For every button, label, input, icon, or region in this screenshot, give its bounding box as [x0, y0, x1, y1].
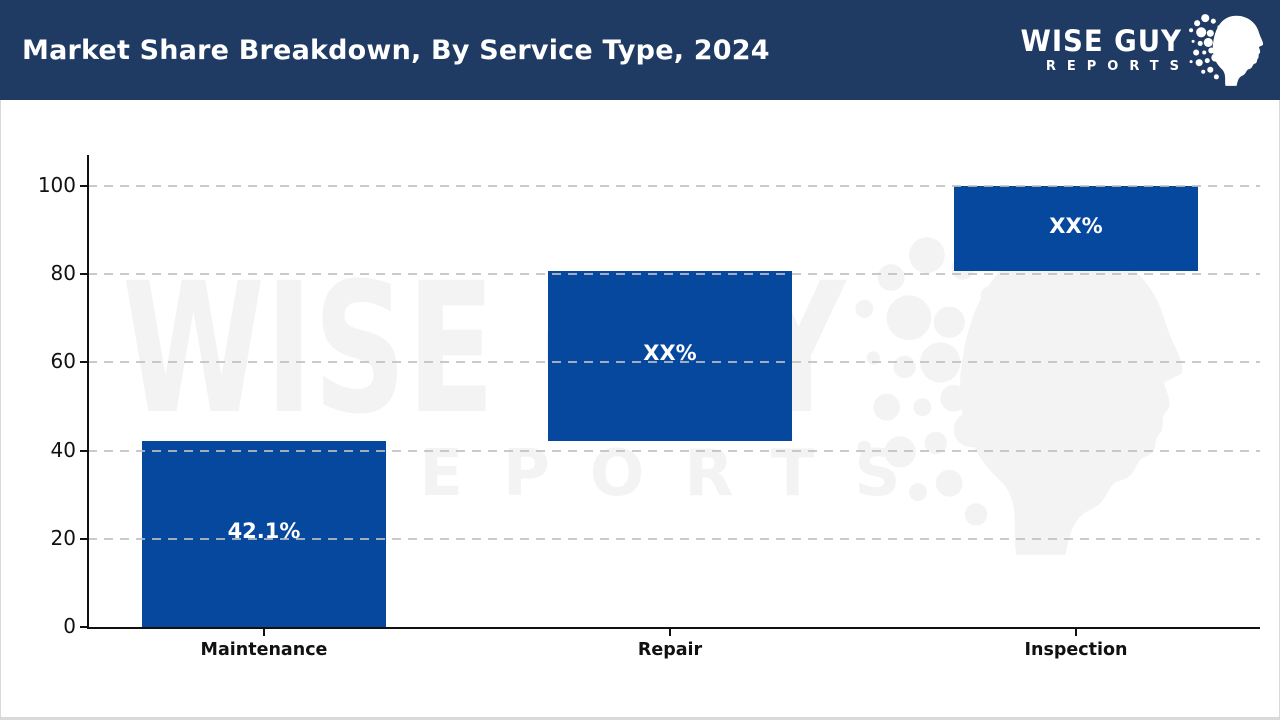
y-tick-mark	[80, 449, 87, 452]
border-bottom	[0, 717, 1280, 720]
y-tick-label: 20	[50, 525, 76, 550]
bar	[142, 441, 386, 627]
gridline	[88, 273, 1260, 276]
y-tick-mark	[80, 537, 87, 540]
y-axis	[87, 155, 89, 629]
bar	[954, 186, 1198, 272]
logo-wordmark: WISE GUY	[1020, 24, 1182, 59]
x-tick-mark	[1075, 629, 1077, 636]
y-tick-label: 80	[50, 261, 76, 286]
bar-value-label: 42.1%	[227, 519, 301, 544]
gridline	[88, 537, 1260, 540]
gridline	[88, 361, 1260, 364]
watermark-subtext: REPORTS	[330, 437, 941, 511]
x-category-label: Maintenance	[200, 640, 328, 660]
x-tick-mark	[263, 629, 265, 636]
waterfall-chart: WISE GUY REPORTS 42.1% XX% XX% 0 20 40 60 80 100…	[0, 100, 1280, 720]
x-category-label: Inspection	[1024, 640, 1128, 660]
brand-logo: WISE GUY REPORTS	[1012, 0, 1270, 100]
logo-subtext: REPORTS	[1045, 58, 1190, 74]
x-axis	[87, 627, 1260, 629]
border-left	[0, 100, 1, 720]
y-tick-label: 0	[63, 614, 76, 638]
watermark-face-icon	[833, 228, 1213, 564]
x-tick-mark	[669, 629, 671, 636]
y-tick-mark	[80, 361, 87, 364]
y-tick-mark	[80, 185, 87, 187]
logo-text: WISE GUY REPORTS	[1012, 24, 1182, 74]
page-title: Market Share Breakdown, By Service Type,…	[22, 34, 770, 66]
bar	[548, 271, 792, 442]
logo-face-icon	[1184, 10, 1270, 90]
gridline	[88, 449, 1260, 452]
y-tick-label: 40	[50, 437, 76, 462]
y-tick-mark	[80, 626, 87, 628]
y-tick-mark	[80, 273, 87, 276]
y-tick-label: 100	[37, 173, 76, 197]
plot-area: 42.1% XX% XX% 0 20 40 60 80 100 Maintenance Repair…	[0, 100, 1280, 720]
x-category-label: Repair	[637, 640, 703, 660]
bar-value-label: XX%	[1049, 213, 1103, 238]
bar-value-label: XX%	[643, 341, 697, 366]
y-tick-label: 60	[50, 349, 76, 374]
header: Market Share Breakdown, By Service Type,…	[0, 0, 1280, 100]
gridline	[88, 185, 1260, 187]
